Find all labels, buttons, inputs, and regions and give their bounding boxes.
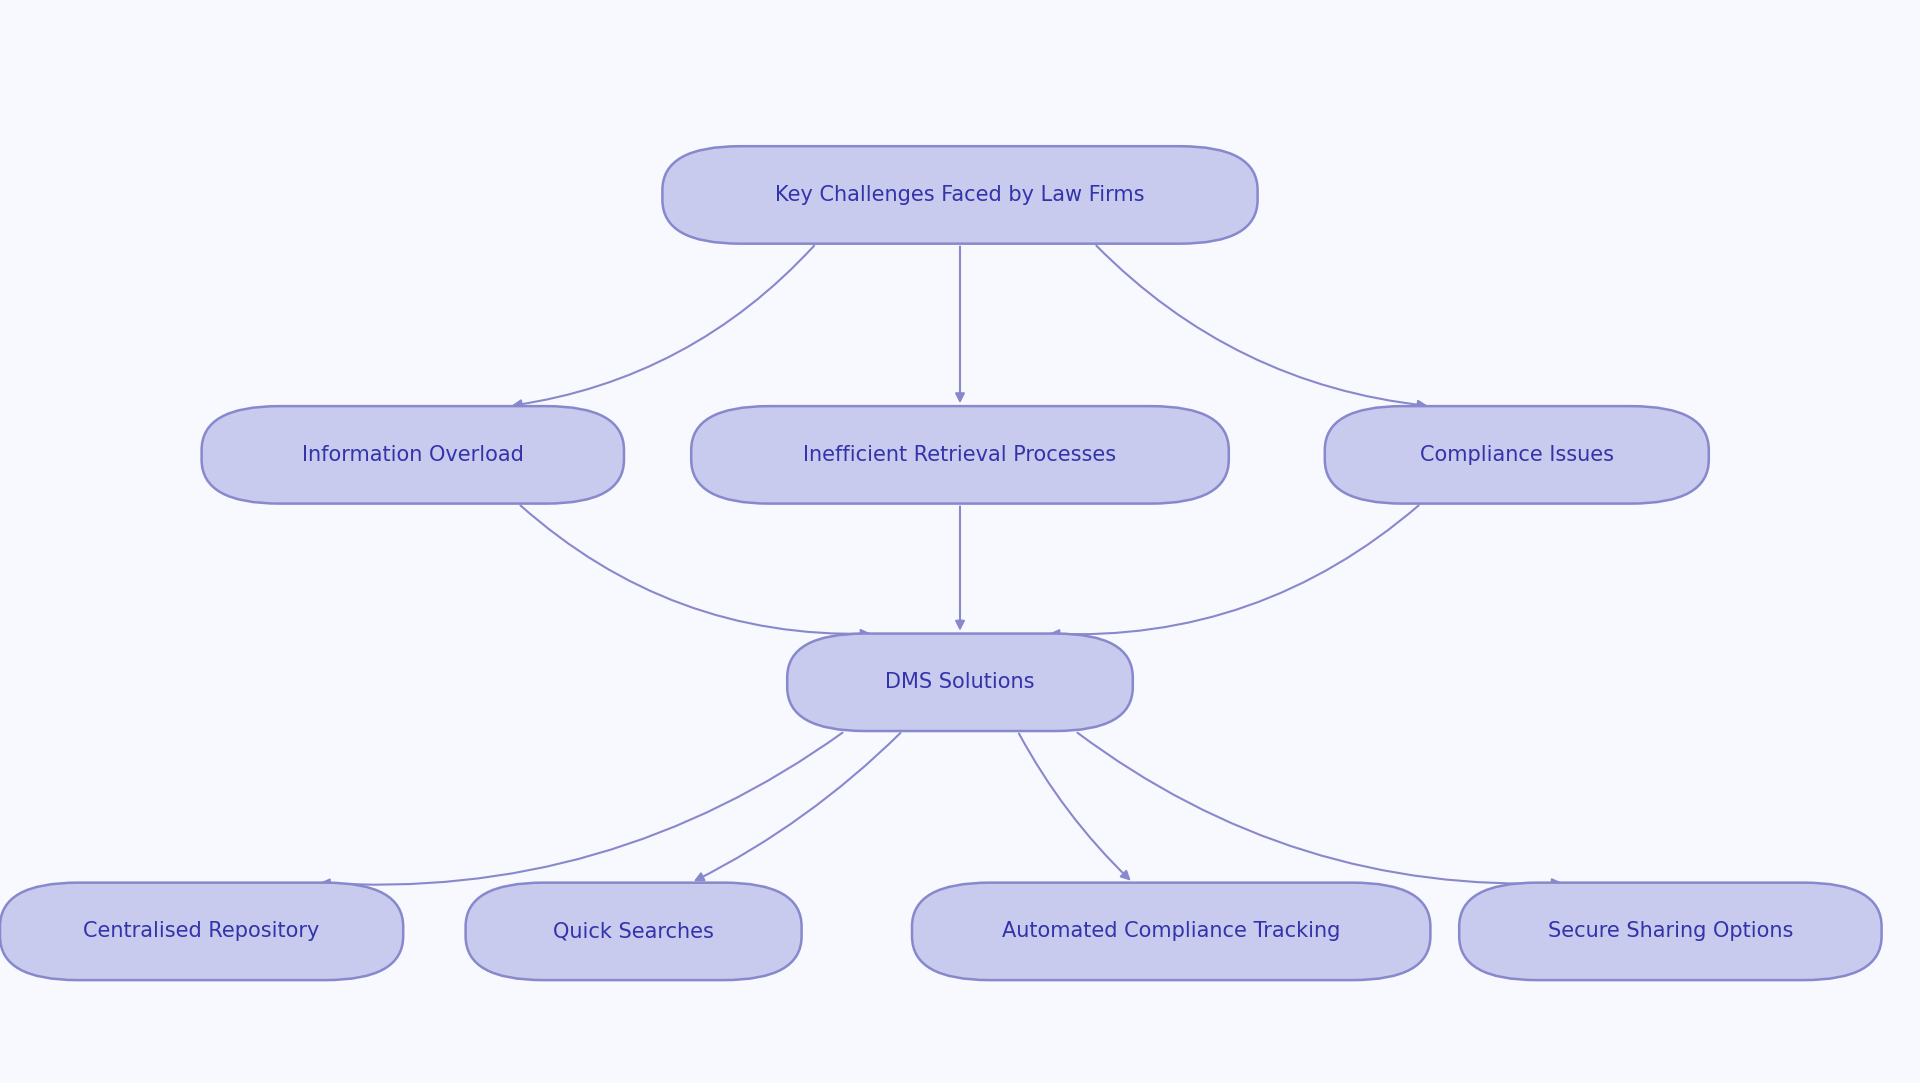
Text: Secure Sharing Options: Secure Sharing Options [1548,922,1793,941]
FancyBboxPatch shape [202,406,624,504]
FancyBboxPatch shape [662,146,1258,244]
Text: DMS Solutions: DMS Solutions [885,673,1035,692]
Text: Compliance Issues: Compliance Issues [1419,445,1615,465]
Text: Quick Searches: Quick Searches [553,922,714,941]
Text: Inefficient Retrieval Processes: Inefficient Retrieval Processes [803,445,1117,465]
Text: Automated Compliance Tracking: Automated Compliance Tracking [1002,922,1340,941]
Text: Centralised Repository: Centralised Repository [83,922,321,941]
FancyBboxPatch shape [1325,406,1709,504]
FancyBboxPatch shape [787,634,1133,731]
Text: Key Challenges Faced by Law Firms: Key Challenges Faced by Law Firms [776,185,1144,205]
FancyBboxPatch shape [912,883,1430,980]
Text: Information Overload: Information Overload [301,445,524,465]
FancyBboxPatch shape [1459,883,1882,980]
FancyBboxPatch shape [691,406,1229,504]
FancyBboxPatch shape [0,883,403,980]
FancyBboxPatch shape [467,883,803,980]
